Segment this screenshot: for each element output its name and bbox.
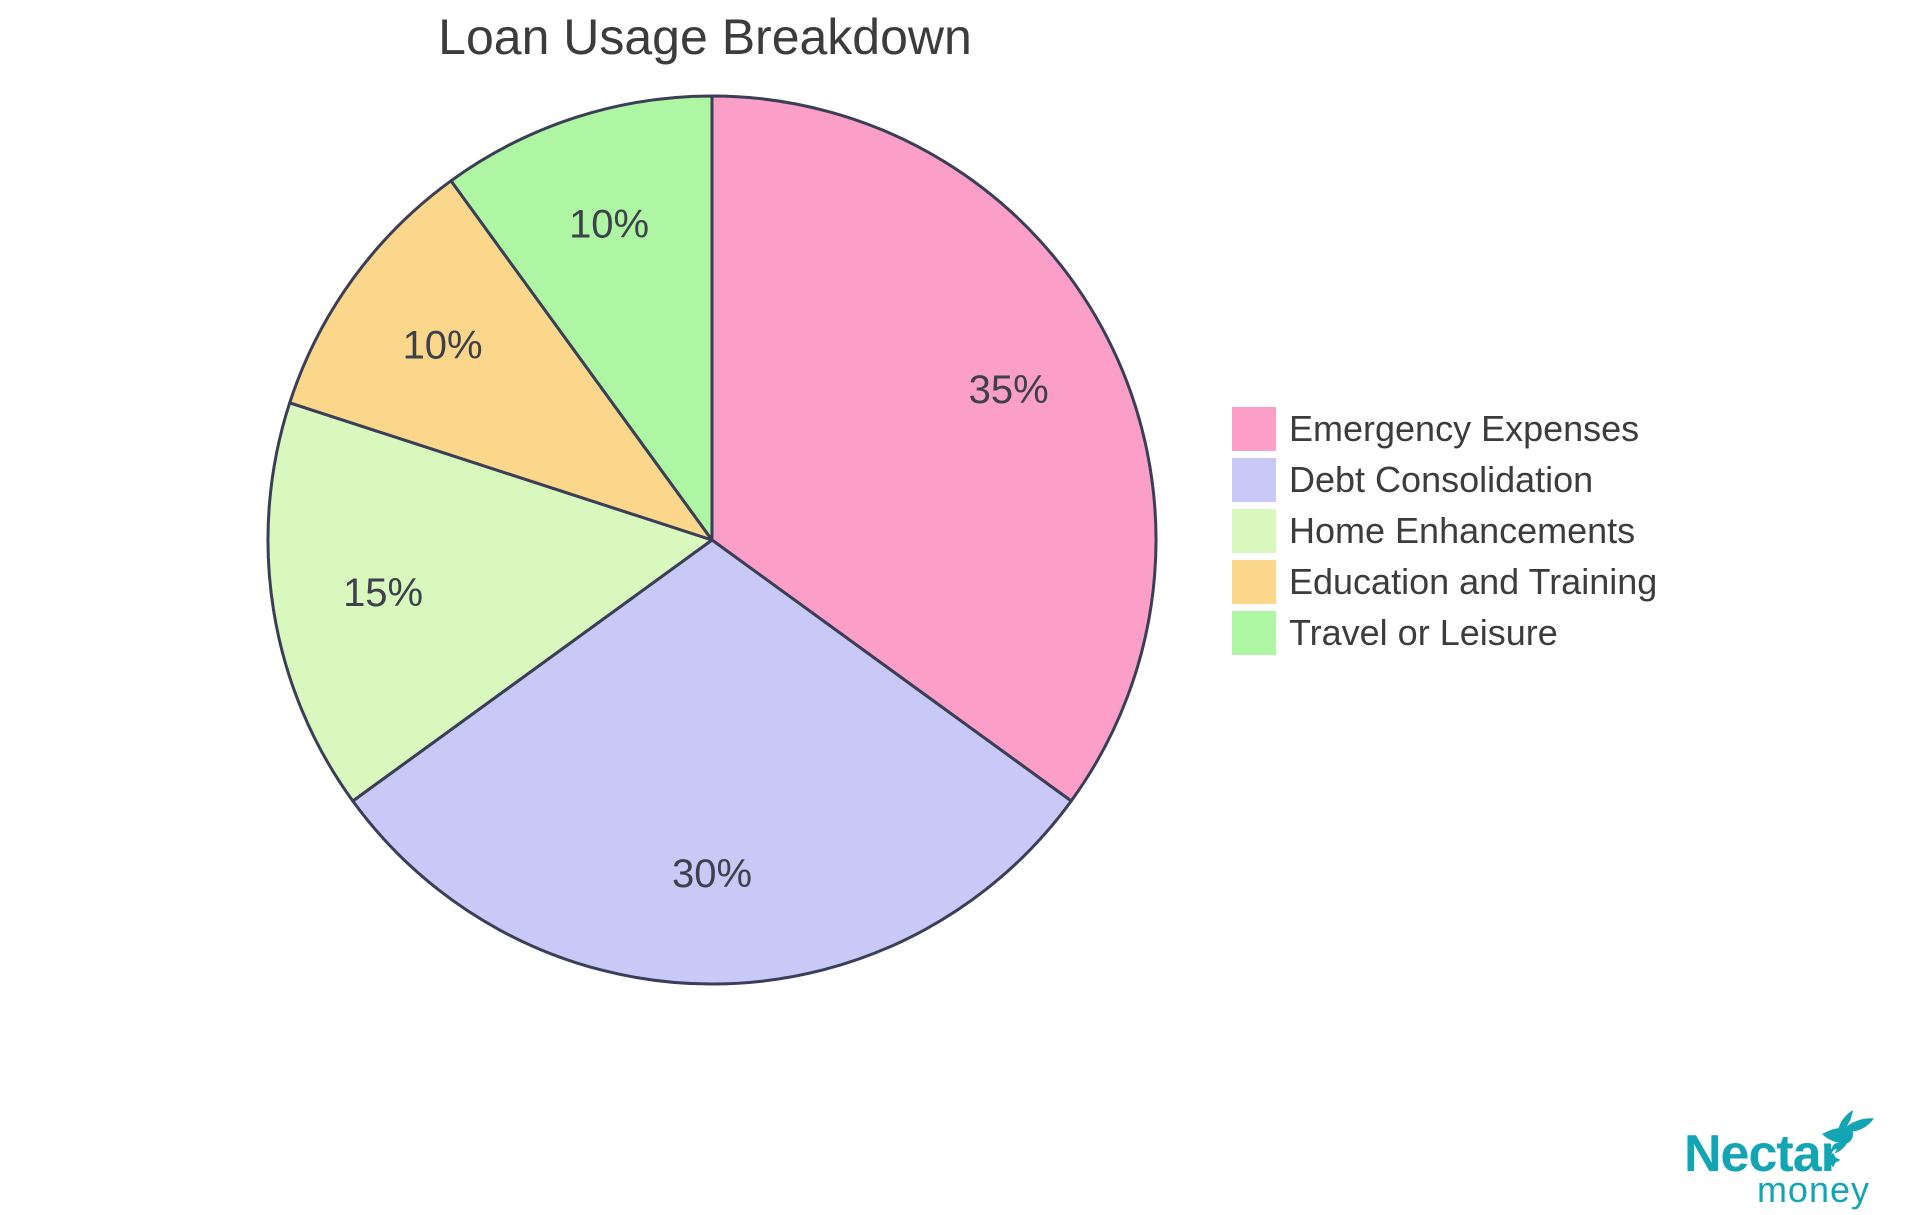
pie-slice-label-3: 10% [403,323,483,367]
legend-label: Debt Consolidation [1289,459,1594,500]
hummingbird-silhouette [1822,1110,1874,1154]
legend-swatch [1232,560,1276,604]
legend: Emergency Expenses Debt Consolidation Ho… [1232,407,1657,662]
legend-swatch [1232,611,1276,655]
legend-item-education-and-training[interactable]: Education and Training [1232,560,1657,604]
legend-label: Education and Training [1289,561,1658,602]
legend-item-emergency-expenses[interactable]: Emergency Expenses [1232,407,1657,451]
legend-swatch [1232,509,1276,553]
brand-name: Nectar [1684,1125,1841,1183]
legend-swatch [1232,407,1276,451]
pie-slice-0[interactable] [710,94,1158,803]
pie-slice-label-1: 30% [672,852,752,896]
legend-item-travel-or-leisure[interactable]: Travel or Leisure [1232,611,1657,655]
legend-label: Emergency Expenses [1289,408,1640,449]
legend-item-home-enhancements[interactable]: Home Enhancements [1232,509,1657,553]
pie-slice-1[interactable] [351,538,1073,986]
legend-swatch [1232,458,1276,502]
pie-slice-2[interactable] [266,401,714,803]
legend-label: Home Enhancements [1289,510,1636,551]
pie-slice-label-4: 10% [569,202,649,246]
pie-slice-label-0: 35% [969,368,1049,412]
brand-subname: money [1756,1169,1870,1210]
chart-title: Loan Usage Breakdown [438,9,972,65]
sparkle-icon [1825,1152,1841,1168]
pie-slice-4[interactable] [449,94,714,542]
pie-slice-label-2: 15% [343,571,423,615]
hummingbird-icon [1822,1110,1874,1168]
brand-logo: Nectar money [1680,1100,1880,1212]
legend-item-debt-consolidation[interactable]: Debt Consolidation [1232,458,1657,502]
pie-slice-3[interactable] [288,179,714,542]
legend-label: Travel or Leisure [1289,612,1558,653]
